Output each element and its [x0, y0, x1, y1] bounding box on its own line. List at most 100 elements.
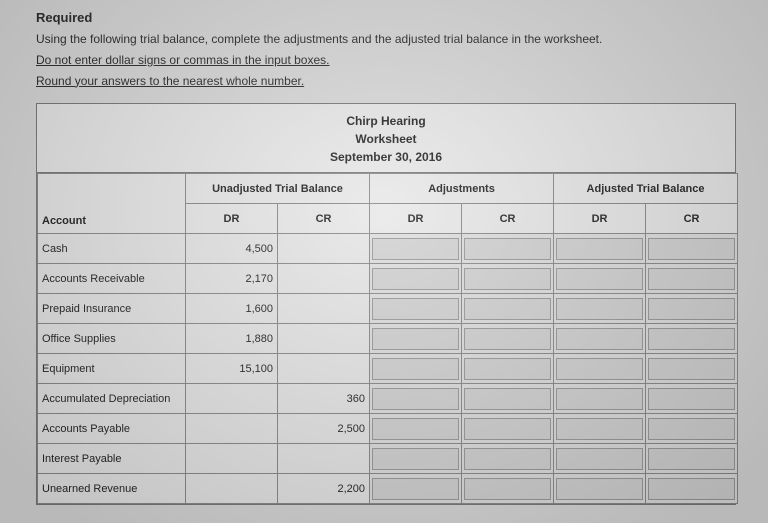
atb-dr-input-cell[interactable] [554, 384, 646, 414]
input-box[interactable] [372, 298, 459, 320]
atb-dr-input-cell[interactable] [554, 354, 646, 384]
adj-dr-input-cell[interactable] [370, 414, 462, 444]
table-row: Unearned Revenue2,200 [38, 474, 738, 504]
atb-dr-input-cell[interactable] [554, 444, 646, 474]
section-header-adj: Adjustments [370, 174, 554, 204]
required-heading: Required [36, 10, 748, 25]
adj-cr-input-cell[interactable] [462, 444, 554, 474]
input-box[interactable] [648, 418, 735, 440]
col-header-atb-cr: CR [646, 204, 738, 234]
input-box[interactable] [556, 448, 643, 470]
input-box[interactable] [556, 298, 643, 320]
input-box[interactable] [372, 388, 459, 410]
utb-dr-cell: 4,500 [186, 234, 278, 264]
adj-cr-input-cell[interactable] [462, 264, 554, 294]
input-box[interactable] [556, 478, 643, 500]
atb-dr-input-cell[interactable] [554, 474, 646, 504]
input-box[interactable] [556, 238, 643, 260]
account-cell: Prepaid Insurance [38, 294, 186, 324]
adj-dr-input-cell[interactable] [370, 264, 462, 294]
adj-dr-input-cell[interactable] [370, 444, 462, 474]
input-box[interactable] [464, 478, 551, 500]
adj-cr-input-cell[interactable] [462, 384, 554, 414]
atb-cr-input-cell[interactable] [646, 294, 738, 324]
col-header-adj-cr: CR [462, 204, 554, 234]
atb-cr-input-cell[interactable] [646, 234, 738, 264]
input-box[interactable] [464, 388, 551, 410]
input-box[interactable] [372, 448, 459, 470]
input-box[interactable] [464, 238, 551, 260]
input-box[interactable] [648, 328, 735, 350]
atb-dr-input-cell[interactable] [554, 234, 646, 264]
input-box[interactable] [372, 418, 459, 440]
utb-dr-cell [186, 384, 278, 414]
adj-dr-input-cell[interactable] [370, 324, 462, 354]
input-box[interactable] [464, 358, 551, 380]
input-box[interactable] [372, 328, 459, 350]
col-header-atb-dr: DR [554, 204, 646, 234]
worksheet-title-3: September 30, 2016 [37, 148, 735, 166]
atb-cr-input-cell[interactable] [646, 384, 738, 414]
atb-dr-input-cell[interactable] [554, 294, 646, 324]
adj-cr-input-cell[interactable] [462, 414, 554, 444]
atb-dr-input-cell[interactable] [554, 324, 646, 354]
input-box[interactable] [556, 268, 643, 290]
input-box[interactable] [648, 388, 735, 410]
col-header-account: Account [38, 174, 186, 234]
worksheet-title-2: Worksheet [37, 130, 735, 148]
utb-cr-cell [278, 354, 370, 384]
table-row: Cash4,500 [38, 234, 738, 264]
utb-cr-cell [278, 324, 370, 354]
account-cell: Accounts Payable [38, 414, 186, 444]
adj-dr-input-cell[interactable] [370, 294, 462, 324]
adj-cr-input-cell[interactable] [462, 474, 554, 504]
account-cell: Unearned Revenue [38, 474, 186, 504]
atb-cr-input-cell[interactable] [646, 354, 738, 384]
instruction-line-3: Round your answers to the nearest whole … [36, 73, 748, 90]
adj-cr-input-cell[interactable] [462, 324, 554, 354]
input-box[interactable] [648, 448, 735, 470]
input-box[interactable] [648, 298, 735, 320]
input-box[interactable] [648, 358, 735, 380]
account-cell: Cash [38, 234, 186, 264]
input-box[interactable] [464, 418, 551, 440]
section-header-row: Account Unadjusted Trial Balance Adjustm… [38, 174, 738, 204]
worksheet-table: Account Unadjusted Trial Balance Adjustm… [37, 173, 738, 504]
adj-dr-input-cell[interactable] [370, 474, 462, 504]
atb-cr-input-cell[interactable] [646, 474, 738, 504]
atb-dr-input-cell[interactable] [554, 414, 646, 444]
input-box[interactable] [464, 448, 551, 470]
section-header-utb: Unadjusted Trial Balance [186, 174, 370, 204]
adj-dr-input-cell[interactable] [370, 384, 462, 414]
atb-cr-input-cell[interactable] [646, 324, 738, 354]
input-box[interactable] [464, 268, 551, 290]
atb-cr-input-cell[interactable] [646, 264, 738, 294]
utb-cr-cell: 2,500 [278, 414, 370, 444]
adj-cr-input-cell[interactable] [462, 234, 554, 264]
atb-cr-input-cell[interactable] [646, 444, 738, 474]
utb-cr-cell [278, 294, 370, 324]
adj-cr-input-cell[interactable] [462, 354, 554, 384]
input-box[interactable] [648, 238, 735, 260]
account-cell: Accounts Receivable [38, 264, 186, 294]
input-box[interactable] [556, 358, 643, 380]
utb-cr-cell [278, 234, 370, 264]
input-box[interactable] [464, 328, 551, 350]
adj-dr-input-cell[interactable] [370, 354, 462, 384]
input-box[interactable] [648, 268, 735, 290]
utb-cr-cell: 360 [278, 384, 370, 414]
input-box[interactable] [464, 298, 551, 320]
input-box[interactable] [556, 388, 643, 410]
input-box[interactable] [556, 418, 643, 440]
input-box[interactable] [372, 268, 459, 290]
atb-dr-input-cell[interactable] [554, 264, 646, 294]
input-box[interactable] [556, 328, 643, 350]
atb-cr-input-cell[interactable] [646, 414, 738, 444]
input-box[interactable] [372, 238, 459, 260]
input-box[interactable] [648, 478, 735, 500]
input-box[interactable] [372, 478, 459, 500]
input-box[interactable] [372, 358, 459, 380]
utb-dr-cell: 2,170 [186, 264, 278, 294]
adj-dr-input-cell[interactable] [370, 234, 462, 264]
adj-cr-input-cell[interactable] [462, 294, 554, 324]
